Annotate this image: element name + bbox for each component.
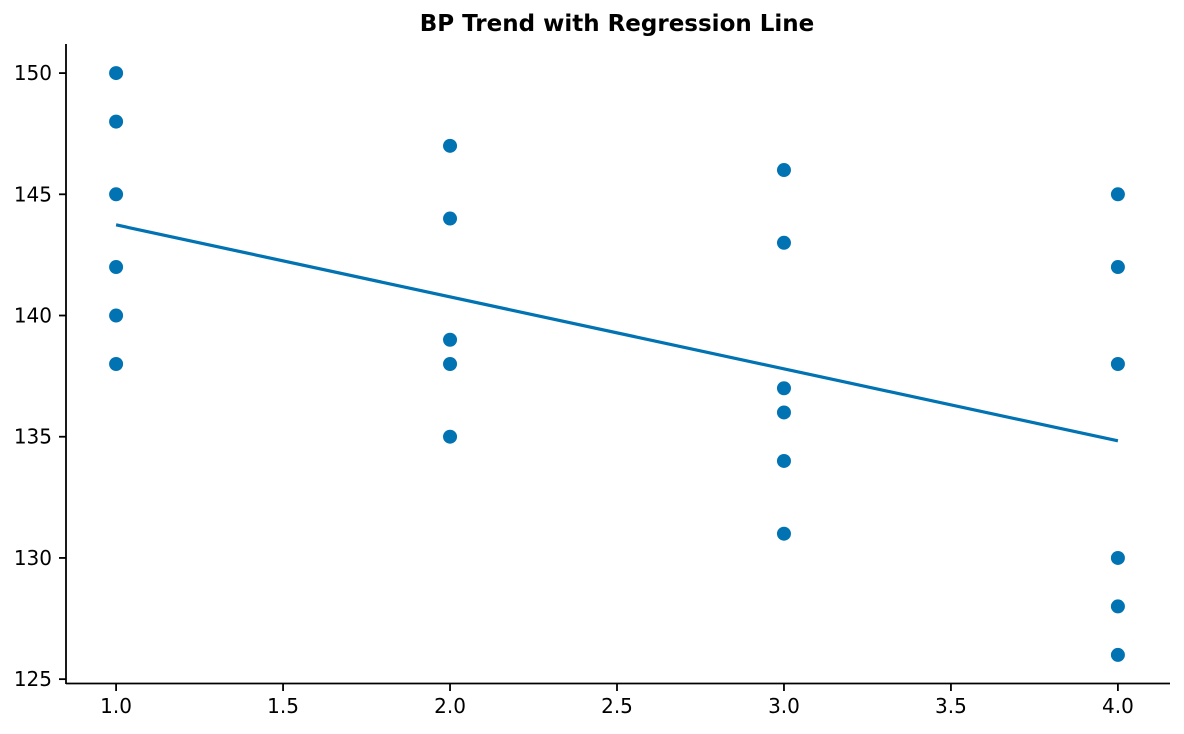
data-point [109,66,124,81]
axes: 1.0 1.5 2.0 2.5 3.0 3.5 4.0 125 130 135 140 145 150 [14,44,1170,718]
x-tick-label: 2.5 [601,694,633,718]
y-tick-label: 145 [14,182,52,206]
data-point [109,308,124,323]
x-tick-label: 3.0 [768,694,800,718]
y-tick-label: 125 [14,667,52,691]
x-tick-label: 3.5 [935,694,967,718]
data-point [443,211,458,226]
data-point [776,453,791,468]
data-point [1110,599,1125,614]
data-point [1110,647,1125,662]
data-point [1110,187,1125,202]
y-tick-label: 150 [14,61,52,85]
data-point [443,332,458,347]
y-tick-label: 130 [14,546,52,570]
data-point [109,357,124,371]
regression-line-layer [115,223,1119,443]
data-point [776,235,791,250]
regression-line [115,223,1119,443]
chart-title: BP Trend with Regression Line [420,11,815,37]
x-tick-label: 4.0 [1102,694,1134,718]
data-point [776,163,791,178]
data-point [109,114,124,129]
data-point [109,260,124,275]
data-point [443,429,458,444]
data-point [1110,260,1125,275]
x-tick-label: 1.0 [100,694,132,718]
data-point [776,381,791,396]
x-tick-label: 2.0 [434,694,466,718]
data-point [776,405,791,420]
data-point [109,187,124,202]
data-point [1110,550,1125,565]
data-point [443,357,458,371]
data-point [443,138,458,153]
x-tick-label: 1.5 [267,694,299,718]
data-point [1110,357,1125,371]
y-tick-label: 135 [14,425,52,449]
y-tick-label: 140 [14,304,52,328]
data-point [776,526,791,541]
scatter-points-layer [109,66,1125,662]
